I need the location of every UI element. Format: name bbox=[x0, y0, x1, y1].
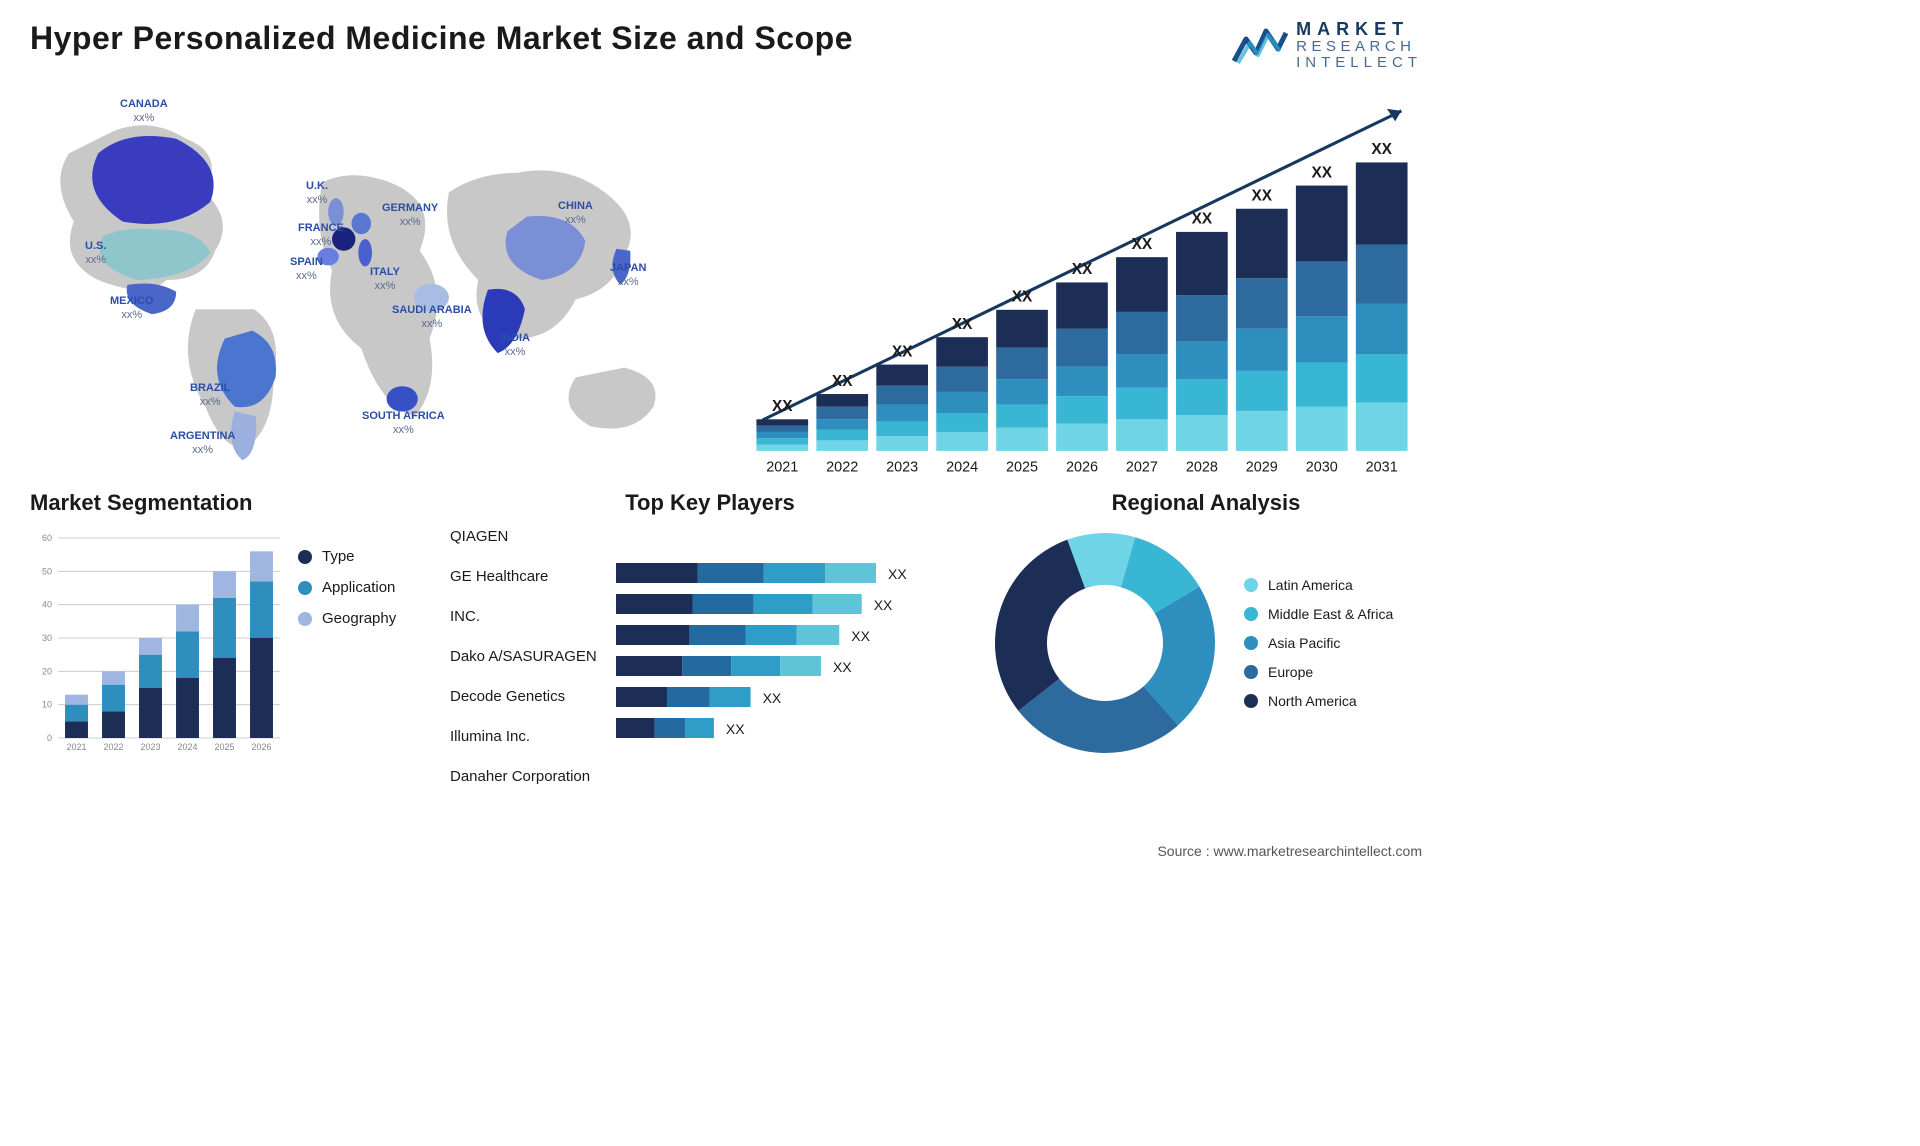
regional-legend-item: Middle East & Africa bbox=[1244, 606, 1393, 622]
player-label: GE Healthcare bbox=[450, 568, 610, 599]
regional-section: Regional Analysis Latin America Middle Ea… bbox=[990, 490, 1422, 799]
svg-text:2023: 2023 bbox=[140, 742, 160, 752]
map-label-u-s-: U.S.xx% bbox=[85, 240, 106, 266]
svg-text:60: 60 bbox=[42, 533, 52, 543]
top-row: CANADAxx% U.S.xx% MEXICOxx% BRAZILxx% ARGENT… bbox=[0, 80, 1452, 480]
svg-text:2021: 2021 bbox=[766, 460, 798, 476]
map-label-south-africa: SOUTH AFRICAxx% bbox=[362, 410, 445, 436]
svg-text:XX: XX bbox=[892, 344, 913, 361]
logo-mark-icon bbox=[1232, 23, 1288, 67]
players-section: Top Key Players QIAGEN GE Healthcare INC. D… bbox=[450, 490, 970, 799]
map-label-italy: ITALYxx% bbox=[370, 266, 400, 292]
header: Hyper Personalized Medicine Market Size … bbox=[0, 0, 1452, 80]
players-chart: XXXXXXXXXXXX bbox=[616, 528, 970, 758]
svg-text:XX: XX bbox=[851, 628, 870, 644]
map-label-argentina: ARGENTINAxx% bbox=[170, 430, 235, 456]
growth-chart-panel: XX 2021 XX 2022 XX 2023 XX 2024 XX 2025 XX 2026 XX 20… bbox=[742, 80, 1422, 480]
svg-text:2025: 2025 bbox=[1006, 460, 1038, 476]
svg-text:XX: XX bbox=[832, 373, 853, 390]
svg-text:2024: 2024 bbox=[946, 460, 978, 476]
map-label-canada: CANADAxx% bbox=[120, 98, 168, 124]
world-map-panel: CANADAxx% U.S.xx% MEXICOxx% BRAZILxx% ARGENT… bbox=[30, 80, 712, 480]
svg-text:XX: XX bbox=[952, 316, 973, 333]
segmentation-legend-item: Geography bbox=[298, 610, 396, 627]
svg-text:2022: 2022 bbox=[826, 460, 858, 476]
players-title: Top Key Players bbox=[450, 490, 970, 516]
bottom-row: Market Segmentation 0 10 20 30 40 50 60 2021 202… bbox=[0, 480, 1452, 799]
page-title: Hyper Personalized Medicine Market Size … bbox=[30, 20, 853, 57]
regional-donut-chart bbox=[990, 528, 1220, 758]
segmentation-legend-item: Type bbox=[298, 548, 396, 565]
svg-text:XX: XX bbox=[726, 721, 745, 737]
map-label-japan: JAPANxx% bbox=[610, 262, 646, 288]
svg-text:2025: 2025 bbox=[214, 742, 234, 752]
svg-text:XX: XX bbox=[1132, 236, 1153, 253]
svg-text:0: 0 bbox=[47, 733, 52, 743]
svg-text:2031: 2031 bbox=[1366, 460, 1398, 476]
svg-text:2028: 2028 bbox=[1186, 460, 1218, 476]
svg-text:2029: 2029 bbox=[1246, 460, 1278, 476]
player-label: Decode Genetics bbox=[450, 688, 610, 719]
svg-text:XX: XX bbox=[1072, 262, 1093, 279]
svg-text:2024: 2024 bbox=[177, 742, 197, 752]
svg-text:40: 40 bbox=[42, 600, 52, 610]
player-label: QIAGEN bbox=[450, 528, 610, 559]
svg-text:XX: XX bbox=[1371, 142, 1392, 159]
map-label-china: CHINAxx% bbox=[558, 200, 593, 226]
svg-text:2021: 2021 bbox=[66, 742, 86, 752]
svg-text:2030: 2030 bbox=[1306, 460, 1338, 476]
logo-text-2: RESEARCH bbox=[1296, 39, 1422, 55]
svg-text:2026: 2026 bbox=[1066, 460, 1098, 476]
svg-text:XX: XX bbox=[888, 566, 907, 582]
svg-text:20: 20 bbox=[42, 667, 52, 677]
regional-legend-item: Europe bbox=[1244, 664, 1393, 680]
brand-logo: MARKET RESEARCH INTELLECT bbox=[1232, 20, 1422, 70]
svg-text:50: 50 bbox=[42, 567, 52, 577]
segmentation-title: Market Segmentation bbox=[30, 490, 430, 516]
logo-text-3: INTELLECT bbox=[1296, 55, 1422, 71]
svg-text:XX: XX bbox=[874, 597, 893, 613]
regional-legend-item: North America bbox=[1244, 693, 1393, 709]
map-label-germany: GERMANYxx% bbox=[382, 202, 438, 228]
regional-legend-item: Asia Pacific bbox=[1244, 635, 1393, 651]
map-label-india: INDIAxx% bbox=[500, 332, 530, 358]
segmentation-legend: Type Application Geography bbox=[298, 528, 396, 758]
svg-text:30: 30 bbox=[42, 633, 52, 643]
svg-text:XX: XX bbox=[1252, 188, 1273, 205]
player-label: INC. bbox=[450, 608, 610, 639]
svg-text:10: 10 bbox=[42, 700, 52, 710]
segmentation-legend-item: Application bbox=[298, 579, 396, 596]
svg-text:2026: 2026 bbox=[251, 742, 271, 752]
svg-text:2022: 2022 bbox=[103, 742, 123, 752]
svg-text:XX: XX bbox=[1012, 289, 1033, 306]
svg-text:2027: 2027 bbox=[1126, 460, 1158, 476]
map-label-mexico: MEXICOxx% bbox=[110, 295, 153, 321]
svg-text:XX: XX bbox=[763, 690, 782, 706]
map-label-saudi-arabia: SAUDI ARABIAxx% bbox=[392, 304, 472, 330]
player-label: Dako A/SASURAGEN bbox=[450, 648, 610, 679]
regional-legend-item: Latin America bbox=[1244, 577, 1393, 593]
player-label: Danaher Corporation bbox=[450, 768, 610, 799]
svg-text:XX: XX bbox=[833, 659, 852, 675]
player-label: Illumina Inc. bbox=[450, 728, 610, 759]
svg-text:XX: XX bbox=[1192, 211, 1213, 228]
regional-title: Regional Analysis bbox=[990, 490, 1422, 516]
logo-text-1: MARKET bbox=[1296, 20, 1422, 39]
map-label-france: FRANCExx% bbox=[298, 222, 344, 248]
players-labels: QIAGEN GE Healthcare INC. Dako A/SASURAGEN D… bbox=[450, 528, 610, 799]
segmentation-section: Market Segmentation 0 10 20 30 40 50 60 2021 202… bbox=[30, 490, 430, 799]
segmentation-chart: 0 10 20 30 40 50 60 2021 2022 2023 2024 2025 2026 bbox=[30, 528, 280, 758]
svg-text:XX: XX bbox=[772, 398, 793, 415]
growth-bar-chart: XX 2021 XX 2022 XX 2023 XX 2024 XX 2025 XX 2026 XX 20… bbox=[742, 80, 1422, 492]
regional-legend: Latin America Middle East & Africa Asia Pa… bbox=[1244, 577, 1393, 709]
map-label-brazil: BRAZILxx% bbox=[190, 382, 230, 408]
source-attribution: Source : www.marketresearchintellect.com bbox=[1157, 843, 1422, 859]
svg-text:XX: XX bbox=[1311, 165, 1332, 182]
svg-text:2023: 2023 bbox=[886, 460, 918, 476]
map-label-u-k-: U.K.xx% bbox=[306, 180, 328, 206]
map-label-spain: SPAINxx% bbox=[290, 256, 323, 282]
